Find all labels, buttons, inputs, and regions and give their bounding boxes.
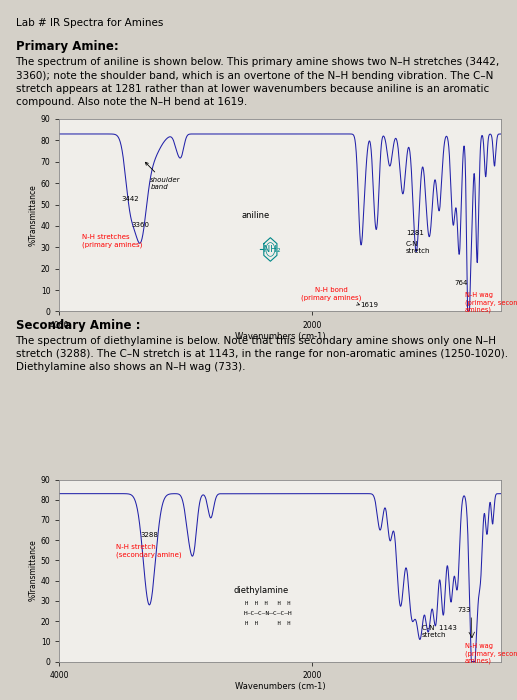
Text: N-H wag
(primary, secondary
amines): N-H wag (primary, secondary amines) xyxy=(465,643,517,664)
Text: 3442: 3442 xyxy=(121,197,139,202)
Text: N-H stretch
(secondary amine): N-H stretch (secondary amine) xyxy=(116,544,182,558)
Text: H  H      H  H: H H H H xyxy=(245,621,291,626)
Text: The spectrum of aniline is shown below. This primary amine shows two N–H stretch: The spectrum of aniline is shown below. … xyxy=(16,57,500,107)
Text: H–C–C–N–C–C–H: H–C–C–N–C–C–H xyxy=(244,611,292,616)
Text: 1619: 1619 xyxy=(360,302,378,308)
Text: 3360: 3360 xyxy=(131,222,149,228)
Text: The spectrum of diethylamine is below. Note that this secondary amine shows only: The spectrum of diethylamine is below. N… xyxy=(16,336,508,372)
Text: Secondary Amine :: Secondary Amine : xyxy=(16,318,140,332)
Text: N-H wag
(primary, secondary
amines): N-H wag (primary, secondary amines) xyxy=(465,292,517,313)
X-axis label: Wavenumbers (cm-1): Wavenumbers (cm-1) xyxy=(235,682,326,692)
Text: aniline: aniline xyxy=(241,211,269,220)
Text: diethylamine: diethylamine xyxy=(234,586,289,595)
Text: C-N
stretch: C-N stretch xyxy=(406,241,430,254)
Text: N-H bond
(primary amines): N-H bond (primary amines) xyxy=(301,287,361,305)
Text: 764: 764 xyxy=(455,280,468,286)
Text: Primary Amine:: Primary Amine: xyxy=(16,40,118,53)
Text: 1281: 1281 xyxy=(406,230,423,236)
Text: 3288: 3288 xyxy=(141,532,158,538)
X-axis label: Wavenumbers (cm-1): Wavenumbers (cm-1) xyxy=(235,332,326,342)
Text: Lab # IR Spectra for Amines: Lab # IR Spectra for Amines xyxy=(16,18,163,27)
Text: H  H  H   H  H: H H H H H xyxy=(245,601,291,606)
Text: C-N  1143
stretch: C-N 1143 stretch xyxy=(422,625,457,638)
Text: shoulder
band: shoulder band xyxy=(145,162,181,190)
Text: 733: 733 xyxy=(458,607,471,613)
Text: N-H stretches
(primary amines): N-H stretches (primary amines) xyxy=(82,234,143,248)
Text: –NH₂: –NH₂ xyxy=(260,245,282,254)
Y-axis label: %Transmittance: %Transmittance xyxy=(29,184,38,246)
Y-axis label: %Transmittance: %Transmittance xyxy=(29,540,38,601)
